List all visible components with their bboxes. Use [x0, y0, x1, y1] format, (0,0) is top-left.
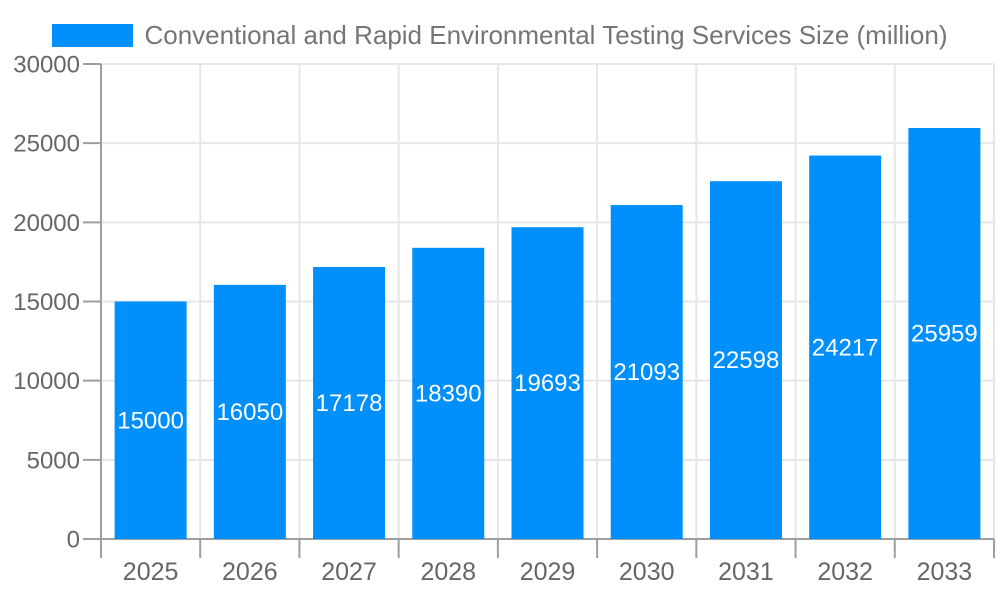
bar-2033[interactable] [908, 127, 981, 540]
bar-value-label: 18390 [415, 380, 482, 407]
x-tick-label: 2031 [718, 558, 774, 586]
bar-value-label: 15000 [117, 407, 184, 434]
bar-2031[interactable] [709, 181, 782, 539]
bar-value-label: 17178 [316, 390, 383, 417]
y-tick-label: 5000 [27, 447, 80, 474]
bar-series: 15000 2025 16050 2026 17178 2027 18390 2028 1969… [114, 127, 981, 586]
bar-value-label: 22598 [713, 347, 780, 374]
bar-value-label: 24217 [812, 334, 879, 361]
x-tick-label: 2025 [123, 558, 179, 586]
bar-value-label: 21093 [613, 359, 680, 386]
bar-2025[interactable] [114, 301, 187, 540]
y-tick-label: 0 [67, 527, 80, 554]
y-tick-label: 10000 [13, 368, 80, 395]
x-tick-label: 2033 [917, 558, 973, 586]
y-tick-label: 15000 [13, 289, 80, 316]
y-tick-label: 30000 [13, 52, 80, 79]
x-tick-label: 2028 [420, 558, 476, 586]
legend-label: Conventional and Rapid Environmental Tes… [144, 20, 948, 50]
x-tick-label: 2026 [222, 558, 278, 586]
legend-item[interactable]: Conventional and Rapid Environmental Tes… [0, 20, 1000, 51]
bar-value-label: 25959 [911, 320, 978, 347]
bar-value-label: 19693 [514, 370, 581, 397]
y-tick-label: 20000 [13, 210, 80, 237]
x-tick-label: 2032 [817, 558, 873, 586]
x-tick-label: 2030 [619, 558, 675, 586]
x-tick-label: 2027 [321, 558, 377, 586]
bar-2029[interactable] [511, 227, 584, 540]
legend-swatch [52, 24, 134, 47]
bar-2030[interactable] [610, 205, 683, 539]
bar-2028[interactable] [412, 247, 485, 539]
bar-value-label: 16050 [216, 399, 283, 426]
y-tick-label: 25000 [13, 131, 80, 158]
bar-2026[interactable] [213, 284, 286, 539]
x-tick-label: 2029 [520, 558, 576, 586]
bar-2032[interactable] [809, 155, 882, 540]
bar-2027[interactable] [313, 267, 386, 539]
